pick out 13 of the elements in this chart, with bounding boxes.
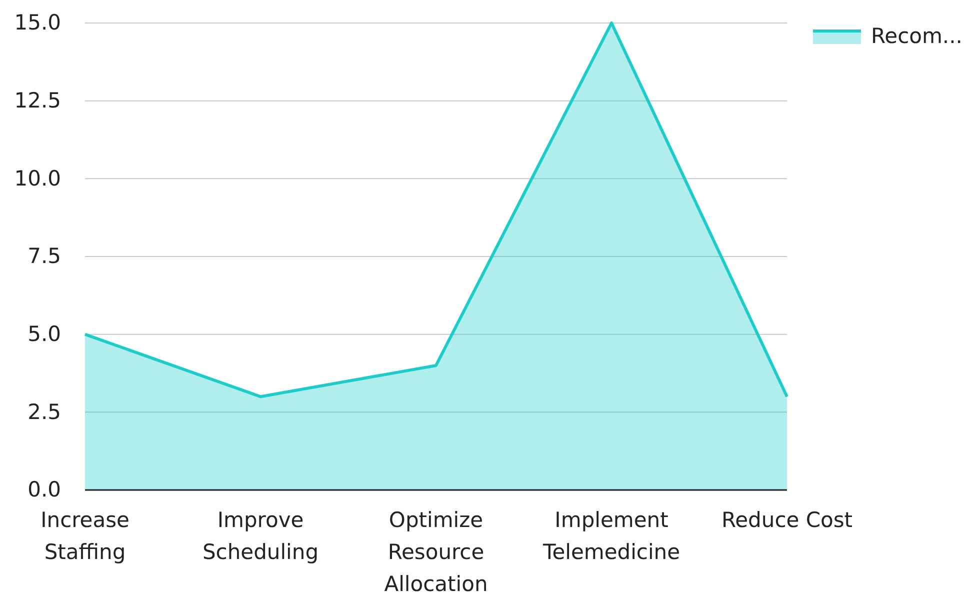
y-tick-label: 15.0 xyxy=(14,10,61,35)
y-tick-label: 7.5 xyxy=(28,244,61,268)
y-tick-label: 0.0 xyxy=(28,478,61,502)
x-tick-label: Improve Scheduling xyxy=(202,508,319,564)
y-tick-label: 5.0 xyxy=(28,322,61,346)
x-tick-label: Optimize Resource Allocation xyxy=(384,508,488,594)
y-tick-label: 12.5 xyxy=(14,88,61,113)
y-tick-label: 2.5 xyxy=(28,400,61,424)
x-tick-label: Increase Staffing xyxy=(40,508,130,564)
x-tick-label: Implement Telemedicine xyxy=(542,508,680,564)
legend-label: Recom... xyxy=(871,24,962,48)
x-tick-label: Reduce Cost xyxy=(721,508,853,532)
y-tick-label: 10.0 xyxy=(14,166,61,190)
